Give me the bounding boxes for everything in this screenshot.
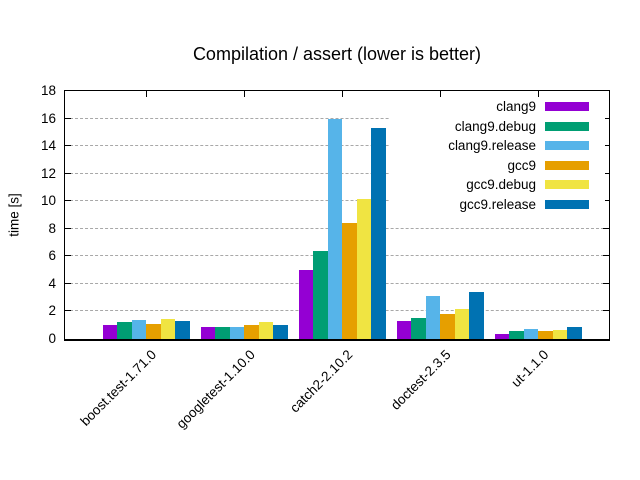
legend-label: clang9.debug: [454, 118, 536, 134]
legend-label: gcc9.debug: [466, 177, 536, 193]
legend-label: clang9.release: [448, 138, 536, 154]
y-tick-mark-left: [65, 282, 71, 284]
y-tick-mark-left: [65, 310, 71, 312]
legend-row-gcc9: gcc9: [390, 156, 605, 176]
legend-swatch-gcc9.release: [545, 199, 589, 209]
legend-label: clang9: [496, 99, 536, 115]
bar-gcc9.debug-boost.test-1.71.0: [160, 319, 175, 339]
x-category-label: googletest-1.10.0: [173, 347, 258, 432]
bar-clang9.debug-boost.test-1.71.0: [117, 322, 132, 339]
bar-gcc9.release-doctest-2.3.5: [469, 292, 484, 339]
bar-clang9-catch2-2.10.2: [298, 270, 313, 339]
bar-gcc9-catch2-2.10.2: [342, 223, 357, 339]
bar-clang9-boost.test-1.71.0: [102, 325, 117, 339]
y-axis-tick-label: 8: [48, 220, 56, 236]
x-category-label: ut-1.1.0: [508, 347, 552, 390]
legend-swatch-clang9.release: [545, 141, 589, 151]
chart-title: Compilation / assert (lower is better): [192, 44, 482, 64]
bar-gcc9.debug-catch2-2.10.2: [356, 199, 371, 339]
y-tick-mark-left: [65, 117, 71, 119]
bar-clang9-googletest-1.10.0: [200, 327, 215, 339]
y-tick-mark-left: [65, 200, 71, 202]
y-tick-mark-right: [603, 255, 609, 257]
bar-gcc9-ut-1.1.0: [538, 331, 553, 339]
bar-clang9.debug-ut-1.1.0: [509, 331, 524, 339]
y-axis-tick-label: 0: [48, 331, 56, 346]
bar-gcc9.debug-ut-1.1.0: [552, 330, 567, 339]
y-tick-mark-right: [603, 200, 609, 202]
x-category-label: doctest-2.3.5: [387, 347, 454, 413]
legend-row-clang9: clang9: [390, 97, 605, 117]
x-category-label: boost.test-1.71.0: [77, 347, 160, 429]
bar-gcc9.release-ut-1.1.0: [567, 327, 582, 339]
x-tick-mark-top: [538, 91, 539, 97]
legend-row-clang9.release: clang9.release: [390, 136, 605, 156]
bar-clang9.release-ut-1.1.0: [523, 329, 538, 339]
bar-gcc9-boost.test-1.71.0: [146, 323, 161, 339]
legend: clang9 clang9.debug clang9.release gcc9 gcc9…: [390, 97, 605, 214]
bar-gcc9.debug-googletest-1.10.0: [258, 322, 273, 339]
y-tick-mark-left: [65, 145, 71, 147]
legend-swatch-gcc9: [545, 160, 589, 170]
bar-gcc9-doctest-2.3.5: [440, 314, 455, 339]
bar-clang9-ut-1.1.0: [494, 333, 509, 339]
y-tick-mark-left: [65, 172, 71, 174]
legend-row-gcc9.debug: gcc9.debug: [390, 175, 605, 195]
bar-clang9.debug-catch2-2.10.2: [313, 250, 328, 339]
x-category-label: catch2-2.10.2: [287, 347, 356, 416]
bar-clang9.release-catch2-2.10.2: [327, 118, 342, 339]
gridline-y16: [65, 117, 609, 119]
legend-swatch-gcc9.debug: [545, 180, 589, 190]
bar-gcc9.release-catch2-2.10.2: [371, 127, 386, 339]
bar-gcc9-googletest-1.10.0: [244, 325, 259, 339]
y-tick-mark-left: [65, 227, 71, 229]
y-axis-tick-label: 18: [40, 83, 56, 98]
y-tick-mark-right: [603, 227, 609, 229]
plot-area: [64, 90, 610, 341]
legend-row-clang9.debug: clang9.debug: [390, 117, 605, 137]
y-tick-mark-left: [65, 255, 71, 257]
bar-clang9.release-doctest-2.3.5: [425, 296, 440, 339]
y-axis-tick-label: 16: [40, 110, 56, 126]
bar-clang9.release-boost.test-1.71.0: [131, 320, 146, 339]
bar-gcc9.release-boost.test-1.71.0: [175, 321, 190, 339]
bar-clang9.debug-googletest-1.10.0: [215, 326, 230, 339]
legend-swatch-clang9: [545, 102, 589, 112]
y-axis-tick-label: 2: [48, 303, 56, 319]
legend-swatch-clang9.debug: [545, 121, 589, 131]
x-tick-mark-top: [440, 91, 441, 97]
legend-label: gcc9: [507, 157, 536, 173]
bar-clang9.release-googletest-1.10.0: [229, 326, 244, 339]
y-axis-tick-label: 12: [40, 165, 56, 181]
y-axis-tick-label: 14: [40, 138, 56, 154]
y-tick-mark-right: [603, 282, 609, 284]
y-axis-tick-label: 10: [40, 193, 56, 209]
legend-row-gcc9.release: gcc9.release: [390, 195, 605, 215]
bar-clang9.debug-doctest-2.3.5: [411, 318, 426, 339]
x-tick-mark-top: [244, 91, 245, 97]
legend-label: gcc9.release: [459, 196, 536, 212]
y-tick-mark-right: [603, 172, 609, 174]
y-tick-mark-right: [603, 145, 609, 147]
bar-gcc9.release-googletest-1.10.0: [273, 325, 288, 339]
bar-clang9-doctest-2.3.5: [396, 321, 411, 339]
y-axis-tick-label: 6: [48, 248, 56, 264]
x-tick-mark-top: [146, 91, 147, 97]
y-tick-mark-right: [603, 117, 609, 119]
y-axis-tick-label: 4: [48, 275, 56, 291]
bar-gcc9.debug-doctest-2.3.5: [454, 308, 469, 339]
x-tick-mark-top: [342, 91, 343, 97]
y-tick-mark-right: [603, 310, 609, 312]
